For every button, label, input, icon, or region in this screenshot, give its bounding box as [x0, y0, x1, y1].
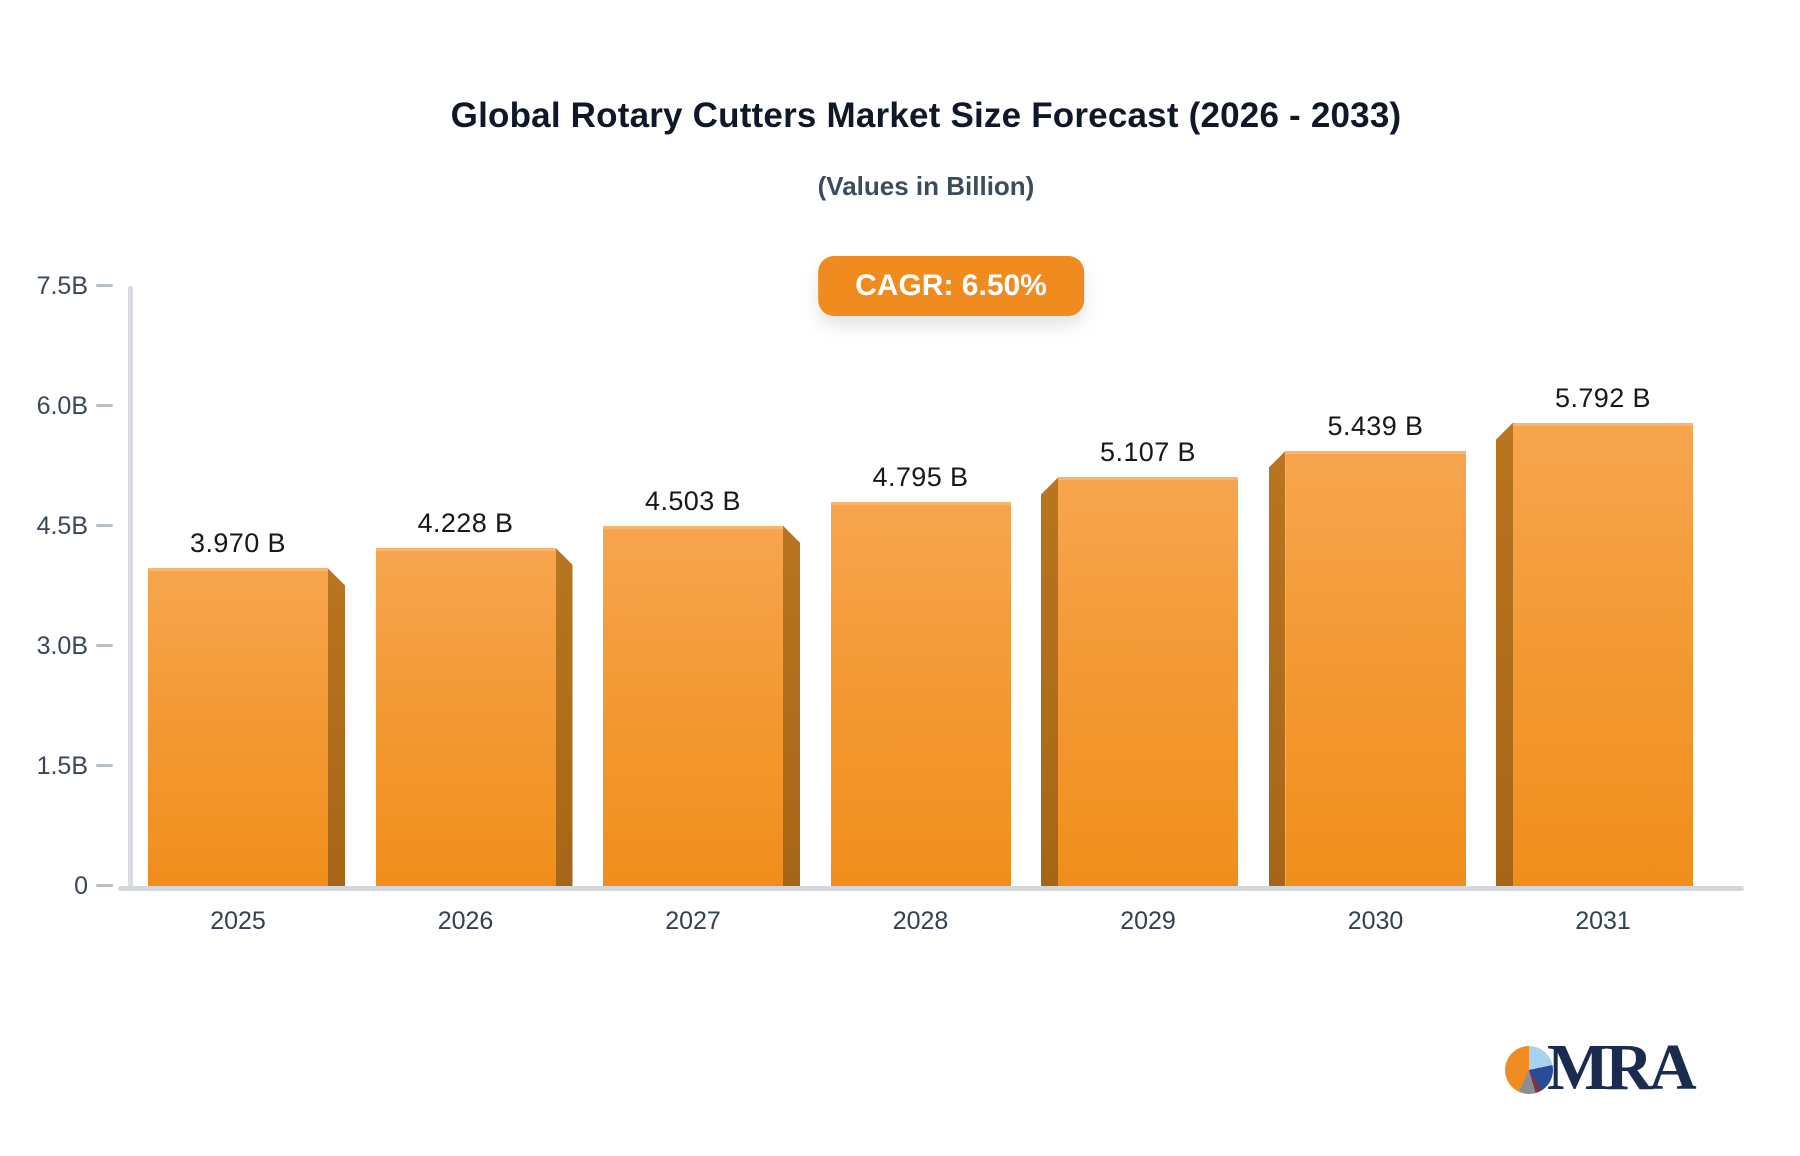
- bar-2031[interactable]: [1496, 422, 1693, 886]
- y-axis-tick: [96, 764, 113, 767]
- bar-face-2029: [1058, 477, 1238, 886]
- x-axis-label-2030: 2030: [1347, 907, 1404, 935]
- mra-logo-pie-icon: [1505, 1046, 1553, 1094]
- bar-value-label-2029: 5.107 B: [1100, 437, 1196, 468]
- bar-face-2025: [148, 568, 328, 886]
- chart-title: Global Rotary Cutters Market Size Foreca…: [450, 96, 1402, 135]
- y-axis-tick: [96, 284, 113, 287]
- x-axis-label-2031: 2031: [1575, 907, 1631, 935]
- bar-2028[interactable]: [830, 502, 1011, 886]
- bar-value-label-2028: 4.795 B: [872, 462, 969, 493]
- bar-side-2030: [1268, 450, 1286, 886]
- bar-face-2026: [375, 547, 556, 886]
- x-axis-label-2029: 2029: [1120, 907, 1176, 935]
- y-axis-tick: [96, 404, 113, 407]
- y-axis-tick-label: 1.5B: [36, 752, 88, 780]
- y-axis-tick-label: 0: [74, 872, 88, 900]
- bar-2025[interactable]: [148, 568, 345, 886]
- bar-side-2025: [328, 568, 345, 886]
- bar-side-2029: [1041, 477, 1058, 886]
- chart-subtitle: (Values in Billion): [817, 171, 1035, 201]
- y-axis-tick: [96, 644, 113, 647]
- x-axis-label-2028: 2028: [892, 907, 949, 935]
- y-axis-tick-label: 4.5B: [36, 512, 88, 540]
- bar-side-2027: [783, 525, 800, 886]
- x-axis-label-2025: 2025: [210, 907, 266, 935]
- bar-face-2027: [603, 525, 783, 886]
- bar-value-label-2025: 3.970 B: [190, 528, 286, 559]
- y-axis-tick: [96, 884, 113, 887]
- bar-value-label-2031: 5.792 B: [1555, 382, 1651, 413]
- x-axis-label-2026: 2026: [437, 907, 494, 935]
- x-axis-baseline: [118, 886, 1744, 891]
- mra-logo-text: MRA: [1547, 1031, 1697, 1104]
- y-axis-tick: [96, 524, 113, 527]
- bar-face-2031: [1513, 422, 1693, 886]
- bar-side-2026: [555, 547, 573, 886]
- bar-2029[interactable]: [1041, 477, 1238, 886]
- bar-2027[interactable]: [603, 525, 800, 886]
- bar-value-label-2027: 4.503 B: [645, 485, 741, 516]
- cagr-badge: CAGR: 6.50%: [818, 256, 1084, 316]
- y-axis-line: [128, 286, 133, 887]
- y-axis-tick-label: 3.0B: [36, 632, 88, 660]
- bar-value-label-2030: 5.439 B: [1327, 410, 1424, 441]
- y-axis-tick-label: 7.5B: [36, 272, 88, 300]
- mra-logo: MRA: [1505, 1031, 1697, 1104]
- bar-2026[interactable]: [375, 547, 573, 886]
- bar-face-2030: [1285, 450, 1466, 886]
- bar-2030[interactable]: [1268, 450, 1466, 886]
- x-axis-label-2027: 2027: [665, 907, 721, 935]
- bar-face-2028: [830, 502, 1011, 886]
- bar-value-label-2026: 4.228 B: [417, 507, 514, 538]
- y-axis-tick-label: 6.0B: [36, 392, 88, 420]
- bar-side-2031: [1496, 422, 1513, 886]
